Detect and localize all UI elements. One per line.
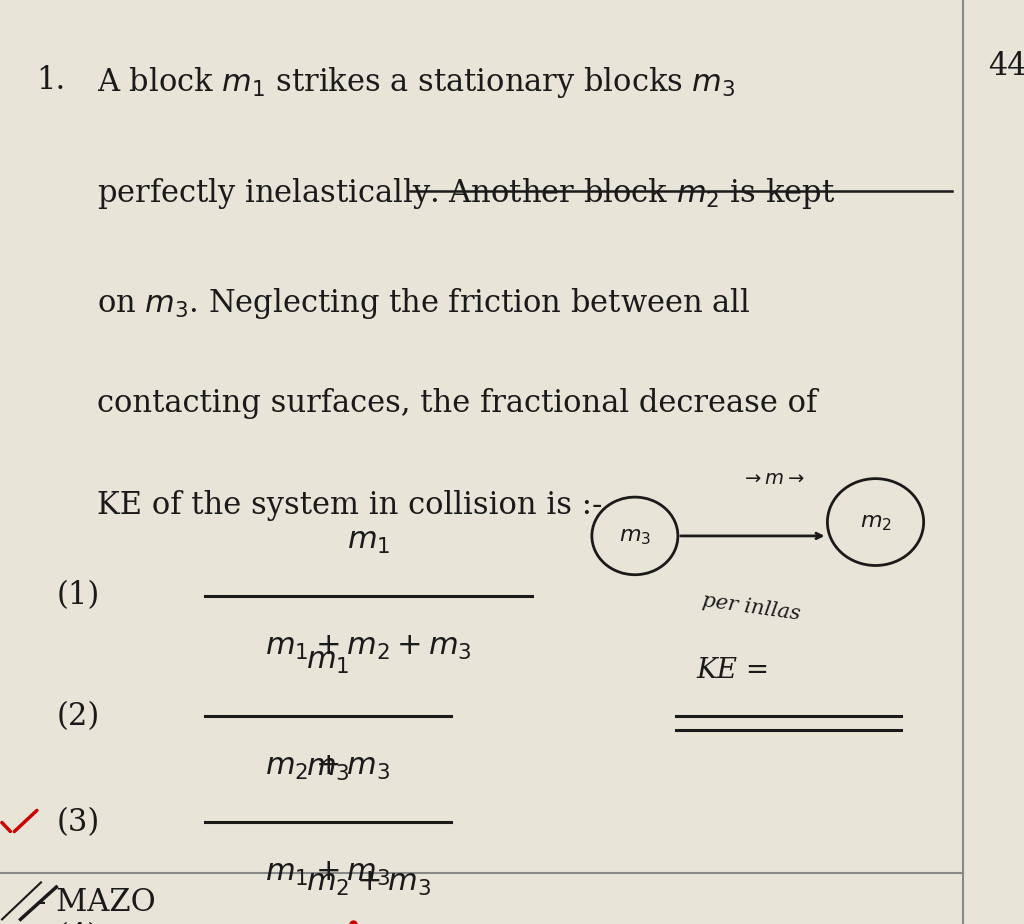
Text: on $m_3$. Neglecting the friction between all: on $m_3$. Neglecting the friction betwee…: [97, 286, 751, 322]
Text: per inllas: per inllas: [701, 591, 802, 624]
Text: (2): (2): [56, 700, 99, 732]
Text: KE of the system in collision is :-: KE of the system in collision is :-: [97, 490, 603, 521]
Text: 44.: 44.: [988, 51, 1024, 82]
Text: (3): (3): [56, 807, 99, 838]
Text: $m_3$: $m_3$: [306, 751, 349, 783]
Text: (1): (1): [56, 580, 99, 612]
Text: $m_2+m_3$: $m_2+m_3$: [306, 867, 431, 898]
Text: $m_2+m_3$: $m_2+m_3$: [265, 751, 390, 783]
Text: (4): (4): [56, 922, 99, 924]
Text: $m_1+m_3$: $m_1+m_3$: [265, 857, 390, 889]
Text: - MAZO: - MAZO: [36, 887, 156, 918]
Text: $m_2$: $m_2$: [859, 511, 892, 533]
Text: KE =: KE =: [696, 657, 769, 684]
Text: $m_1$: $m_1$: [306, 645, 349, 676]
Text: $m_3$: $m_3$: [618, 525, 651, 547]
Text: 1.: 1.: [36, 65, 66, 96]
Text: contacting surfaces, the fractional decrease of: contacting surfaces, the fractional decr…: [97, 388, 817, 419]
Text: perfectly inelastically. Another block $m_2$ is kept: perfectly inelastically. Another block $…: [97, 176, 836, 211]
Text: $\rightarrow m\rightarrow$: $\rightarrow m\rightarrow$: [741, 470, 805, 488]
Text: $m_1+m_2+m_3$: $m_1+m_2+m_3$: [265, 631, 472, 663]
Text: $m_1$: $m_1$: [347, 525, 390, 556]
Text: A block $m_1$ strikes a stationary blocks $m_3$: A block $m_1$ strikes a stationary block…: [97, 65, 736, 100]
